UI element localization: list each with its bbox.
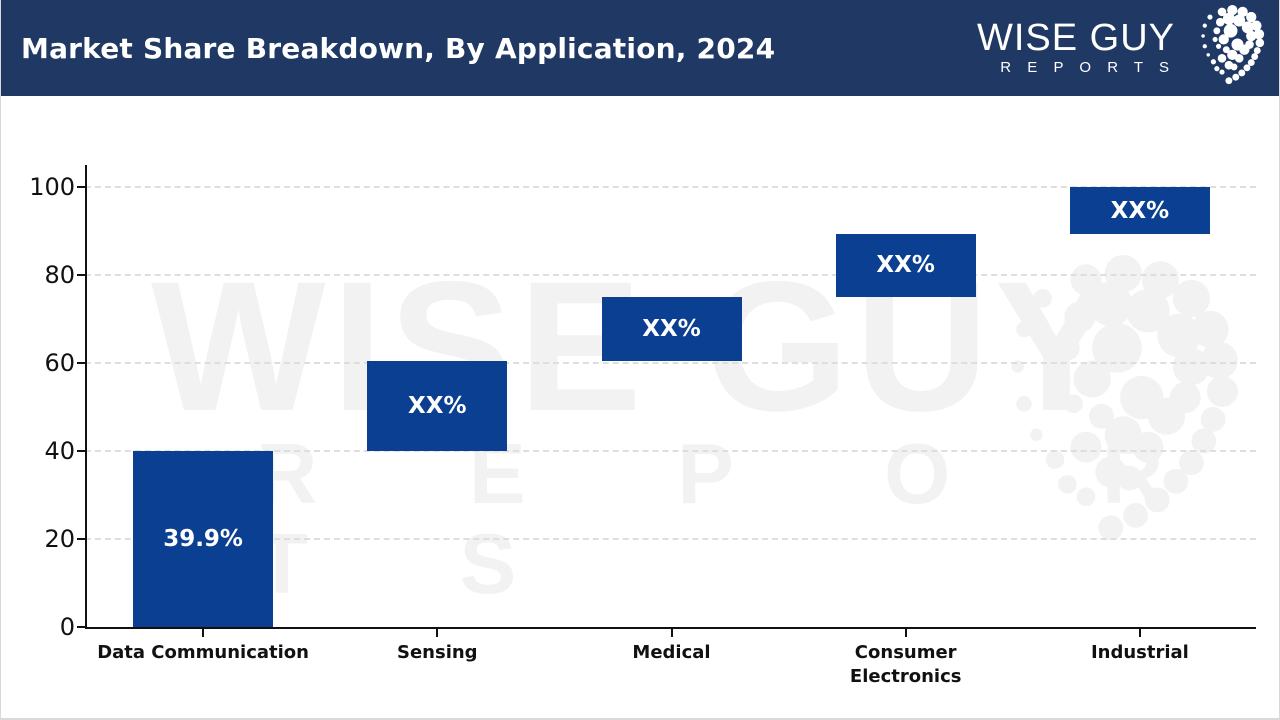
x-axis-category-label: Sensing	[397, 642, 478, 663]
y-axis-tick-mark	[77, 362, 85, 364]
bar-industrial: XX%	[1069, 187, 1210, 235]
bar-consumer-electronics: XX%	[835, 234, 976, 297]
header-bar: Market Share Breakdown, By Application, …	[1, 0, 1279, 96]
y-axis-tick-mark	[77, 186, 85, 188]
bar-medical: XX%	[601, 296, 742, 362]
y-axis-tick-label: 0	[59, 613, 75, 641]
y-axis-line	[85, 165, 87, 629]
x-axis-category-label: Industrial	[1090, 642, 1189, 663]
gridline-80	[85, 274, 1256, 276]
y-axis-tick-label: 20	[44, 525, 75, 553]
brand-logo: WISE GUY R E P O R T S	[977, 4, 1265, 92]
bar-value-label: XX%	[876, 252, 935, 279]
x-axis-tick-mark	[904, 629, 907, 637]
dotted-head-icon	[1201, 5, 1265, 85]
gridline-40	[85, 450, 1256, 452]
gridline-100	[85, 186, 1256, 188]
x-axis-category-label: Consumer Electronics	[849, 642, 962, 687]
y-axis-tick-mark	[77, 626, 85, 628]
bar-value-label: XX%	[1110, 197, 1170, 224]
brand-logo-text: WISE GUY R E P O R T S	[977, 19, 1175, 77]
y-axis-tick-label: 80	[44, 261, 75, 289]
plot-area: 0 20 40 60 80 100 39.9% Data Communication XX% Se…	[1, 96, 1279, 718]
bar-value-label: 39.9%	[163, 526, 243, 553]
x-axis-tick-mark	[670, 629, 673, 637]
bar-value-label: XX%	[642, 315, 701, 342]
x-axis-category-label: Medical	[632, 642, 711, 663]
watermark-head-icon	[1011, 255, 1238, 541]
x-axis-tick-mark	[202, 629, 205, 637]
brand-subtitle: R E P O R T S	[1000, 59, 1175, 76]
y-axis-tick-mark	[77, 538, 85, 540]
x-axis-tick-mark	[1138, 629, 1141, 637]
x-axis-category-label: Data Communication	[97, 642, 309, 663]
y-axis-tick-label: 40	[44, 437, 75, 465]
x-axis-tick-mark	[436, 629, 439, 637]
gridline-60	[85, 362, 1256, 364]
page-title: Market Share Breakdown, By Application, …	[21, 31, 776, 65]
bar-sensing: XX%	[367, 361, 508, 452]
gridline-20	[85, 538, 1256, 540]
x-axis-line	[85, 627, 1256, 629]
bar-value-label: XX%	[408, 393, 467, 420]
y-axis-tick-label: 100	[29, 173, 75, 201]
bar-data-communication: 39.9%	[133, 451, 274, 627]
y-axis-tick-mark	[77, 274, 85, 276]
y-axis-tick-mark	[77, 450, 85, 452]
y-axis-tick-label: 60	[44, 349, 75, 377]
brand-name: WISE GUY	[976, 17, 1175, 59]
